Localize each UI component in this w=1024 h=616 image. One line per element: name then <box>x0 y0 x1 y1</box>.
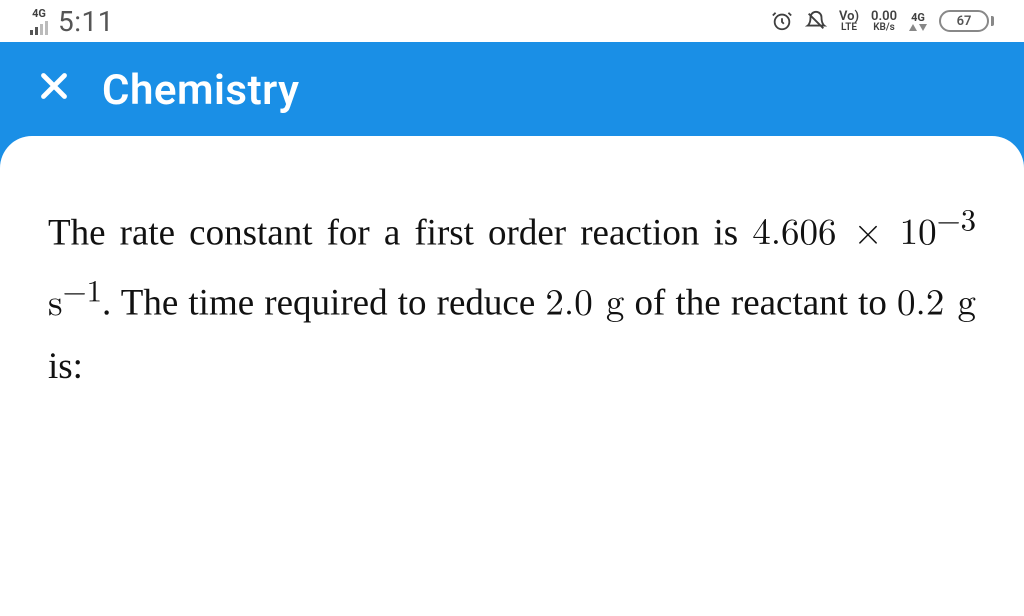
close-button[interactable] <box>34 66 74 106</box>
question-card: The rate constant for a first order reac… <box>0 136 1024 616</box>
mute-icon <box>805 10 827 32</box>
q-mass1: 2.0 g <box>545 286 624 323</box>
speed-value: 0.00 <box>871 10 897 23</box>
status-right: Vo) LTE 0.00 KB/s 4G 67 <box>771 10 994 33</box>
battery-pct: 67 <box>957 14 972 29</box>
volte-top: Vo) <box>839 10 859 23</box>
screen: 4G 5:11 Vo) LTE 0.00 KB/s <box>0 0 1024 616</box>
data-speed: 0.00 KB/s <box>871 10 897 33</box>
battery-pill: 67 <box>939 10 989 32</box>
signal-indicator: 4G <box>30 8 48 35</box>
q-part: is: <box>48 346 83 387</box>
question-text: The rate constant for a first order reac… <box>48 196 976 399</box>
q-part: . The time required to reduce <box>102 283 545 324</box>
network-indicator: 4G <box>909 12 927 31</box>
speed-unit: KB/s <box>873 23 895 33</box>
card-holder: The rate constant for a first order reac… <box>0 136 1024 616</box>
volte-indicator: Vo) LTE <box>839 10 859 33</box>
network-arrows-icon <box>909 24 927 31</box>
alarm-icon <box>771 10 793 32</box>
network-label: 4G <box>911 12 925 23</box>
close-icon <box>36 68 72 104</box>
page-title: Chemistry <box>102 66 299 115</box>
q-part: of the reactant to <box>624 283 897 324</box>
status-left: 4G 5:11 <box>30 5 114 38</box>
clock: 5:11 <box>58 5 114 38</box>
battery-cap-icon <box>991 16 994 26</box>
q-mass2: 0.2 g <box>897 286 976 323</box>
volte-bot: LTE <box>841 23 857 33</box>
battery-indicator: 67 <box>939 10 994 32</box>
q-part: The rate constant for a first order reac… <box>48 212 752 253</box>
signal-bars-icon <box>30 21 48 35</box>
status-bar: 4G 5:11 Vo) LTE 0.00 KB/s <box>0 0 1024 42</box>
signal-label: 4G <box>32 8 46 19</box>
